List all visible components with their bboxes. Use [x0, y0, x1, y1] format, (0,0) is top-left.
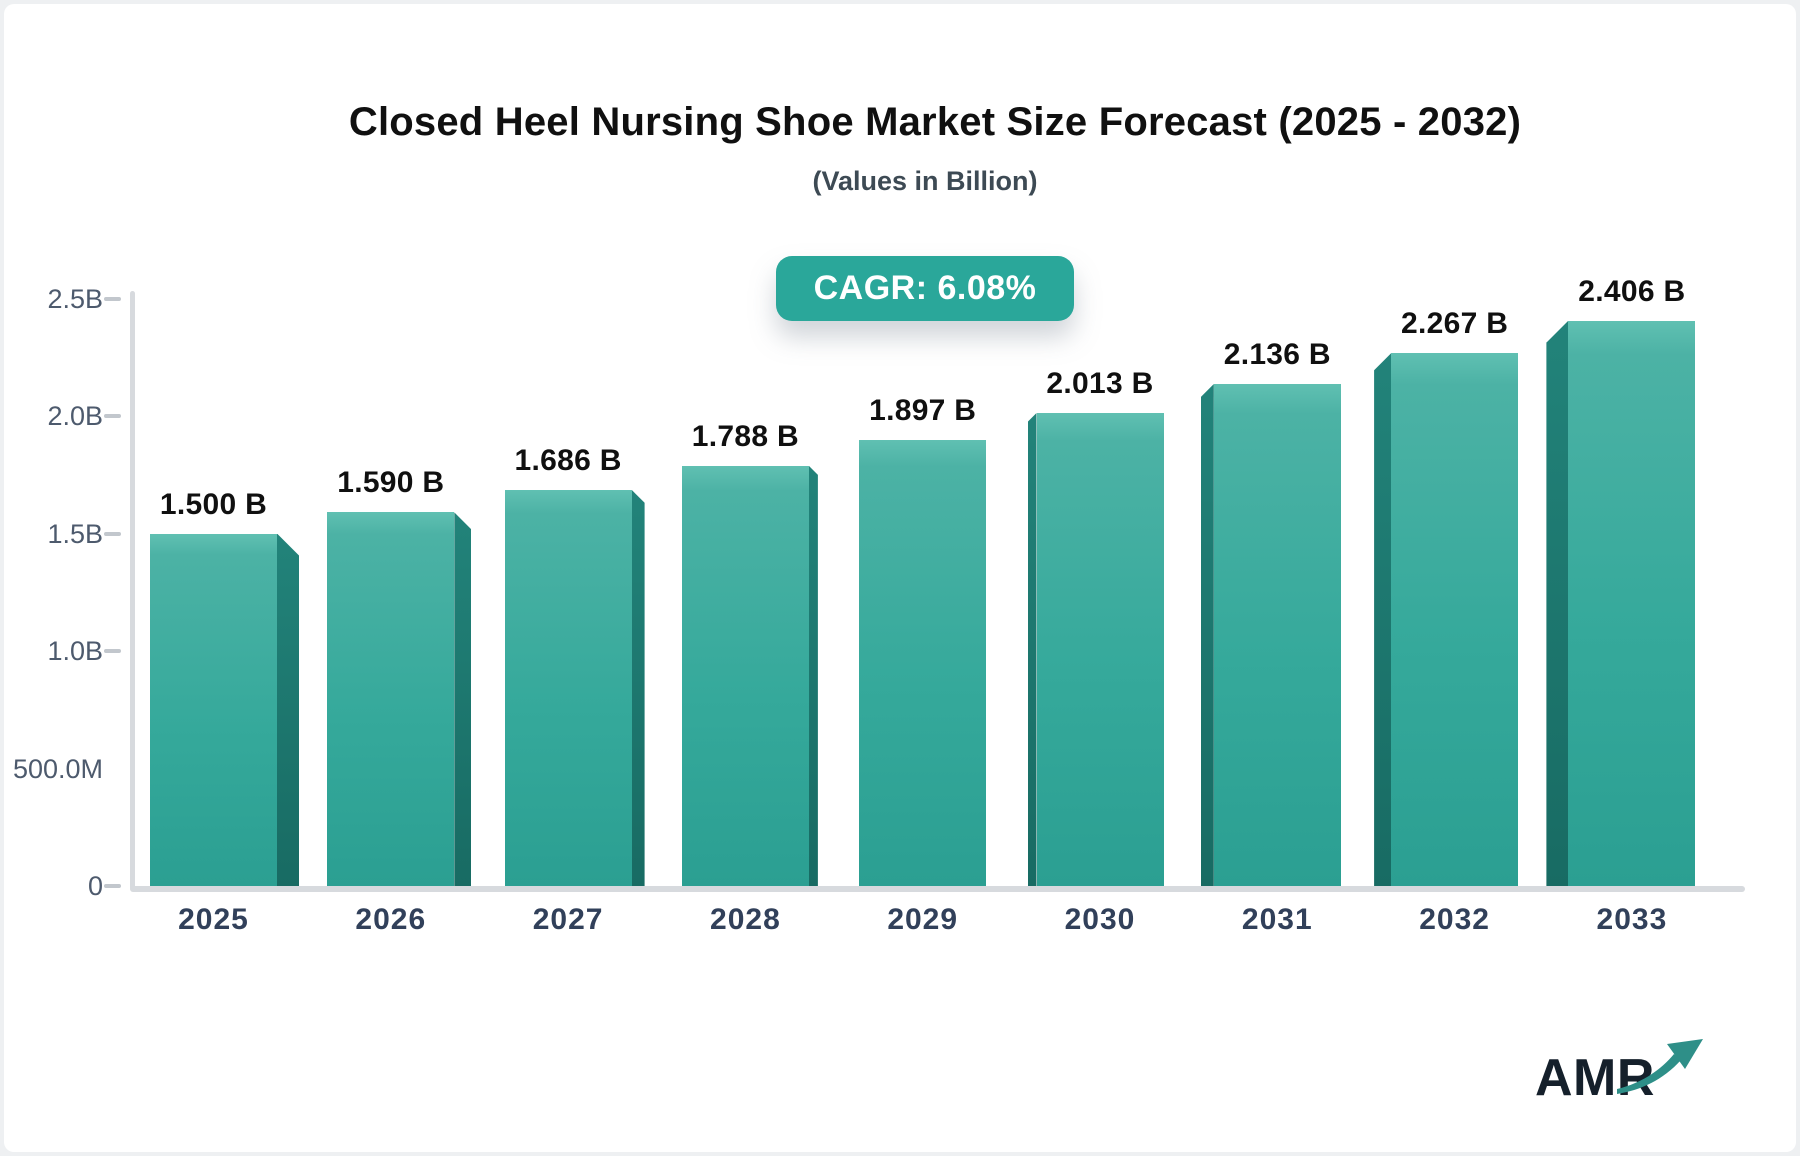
y-axis-tick-label: 1.5B: [47, 518, 103, 549]
bar-value-label: 2.013 B: [1046, 366, 1154, 400]
bar-3d-side: [454, 512, 472, 886]
bar-3d-side: [1546, 320, 1569, 886]
amr-logo-text: AMR: [1535, 1049, 1655, 1107]
bar-2025: [150, 533, 277, 886]
bar-2030: [1036, 412, 1164, 886]
bar-2031: [1213, 384, 1341, 886]
x-axis-tick-label: 2031: [1241, 903, 1313, 936]
x-axis-tick-label: 2025: [178, 903, 249, 936]
y-axis-line: [130, 291, 135, 890]
bar-3d-side: [277, 533, 299, 886]
bar-3d-side: [631, 489, 645, 886]
bar-2028: [681, 465, 809, 886]
x-axis-tick-label: 2032: [1419, 903, 1490, 936]
bar-2032: [1391, 353, 1519, 886]
y-axis-tick-label: 2.5B: [47, 283, 103, 314]
bar-3d-side: [1200, 384, 1214, 886]
bar-value-label: 2.406 B: [1578, 274, 1686, 308]
y-axis-tick-label: 2.0B: [47, 401, 103, 431]
x-axis-tick-label: 2028: [710, 903, 781, 936]
bar-2027: [504, 489, 632, 886]
x-axis-tick-label: 2029: [887, 903, 959, 936]
amr-logo: AMR: [1535, 1039, 1725, 1130]
bar-3d-side: [1027, 412, 1037, 886]
x-axis-tick-label: 2033: [1596, 903, 1668, 936]
y-axis-tick-label: 1.0B: [47, 636, 103, 666]
bar-3d-side: [1374, 353, 1392, 886]
x-axis-tick-label: 2030: [1064, 903, 1136, 936]
bar-value-label: 1.897 B: [869, 394, 977, 428]
bar-2033: [1568, 320, 1696, 886]
bar-value-label: 2.267 B: [1401, 307, 1509, 341]
bar-value-label: 2.136 B: [1223, 338, 1331, 372]
bar-value-label: 1.590 B: [337, 466, 445, 500]
bar-2026: [327, 512, 455, 886]
y-axis-tick-label: 500.0M: [12, 753, 103, 784]
bar-value-label: 1.500 B: [159, 487, 268, 521]
bar-value-label: 1.686 B: [514, 443, 622, 477]
x-axis-tick-label: 2027: [532, 903, 604, 936]
chart-subtitle: (Values in Billion): [812, 166, 1038, 196]
bar-value-label: 1.788 B: [691, 419, 799, 453]
x-axis-line: [130, 886, 1745, 892]
y-axis-tick-mark: [104, 649, 121, 653]
page-title: Closed Heel Nursing Shoe Market Size For…: [348, 100, 1522, 144]
y-axis-tick-mark: [104, 884, 121, 888]
y-axis-tick-mark: [104, 414, 121, 418]
bar-3d-side: [808, 465, 818, 886]
bar-2029: [859, 440, 987, 886]
growth-arrow-icon: [1617, 1039, 1703, 1094]
y-axis-tick-mark: [104, 531, 121, 536]
y-axis-tick-label: 0: [87, 871, 103, 901]
y-axis-tick-mark: [104, 296, 121, 301]
cagr-badge: CAGR: 6.08%: [775, 256, 1075, 321]
x-axis-tick-label: 2026: [355, 903, 427, 936]
